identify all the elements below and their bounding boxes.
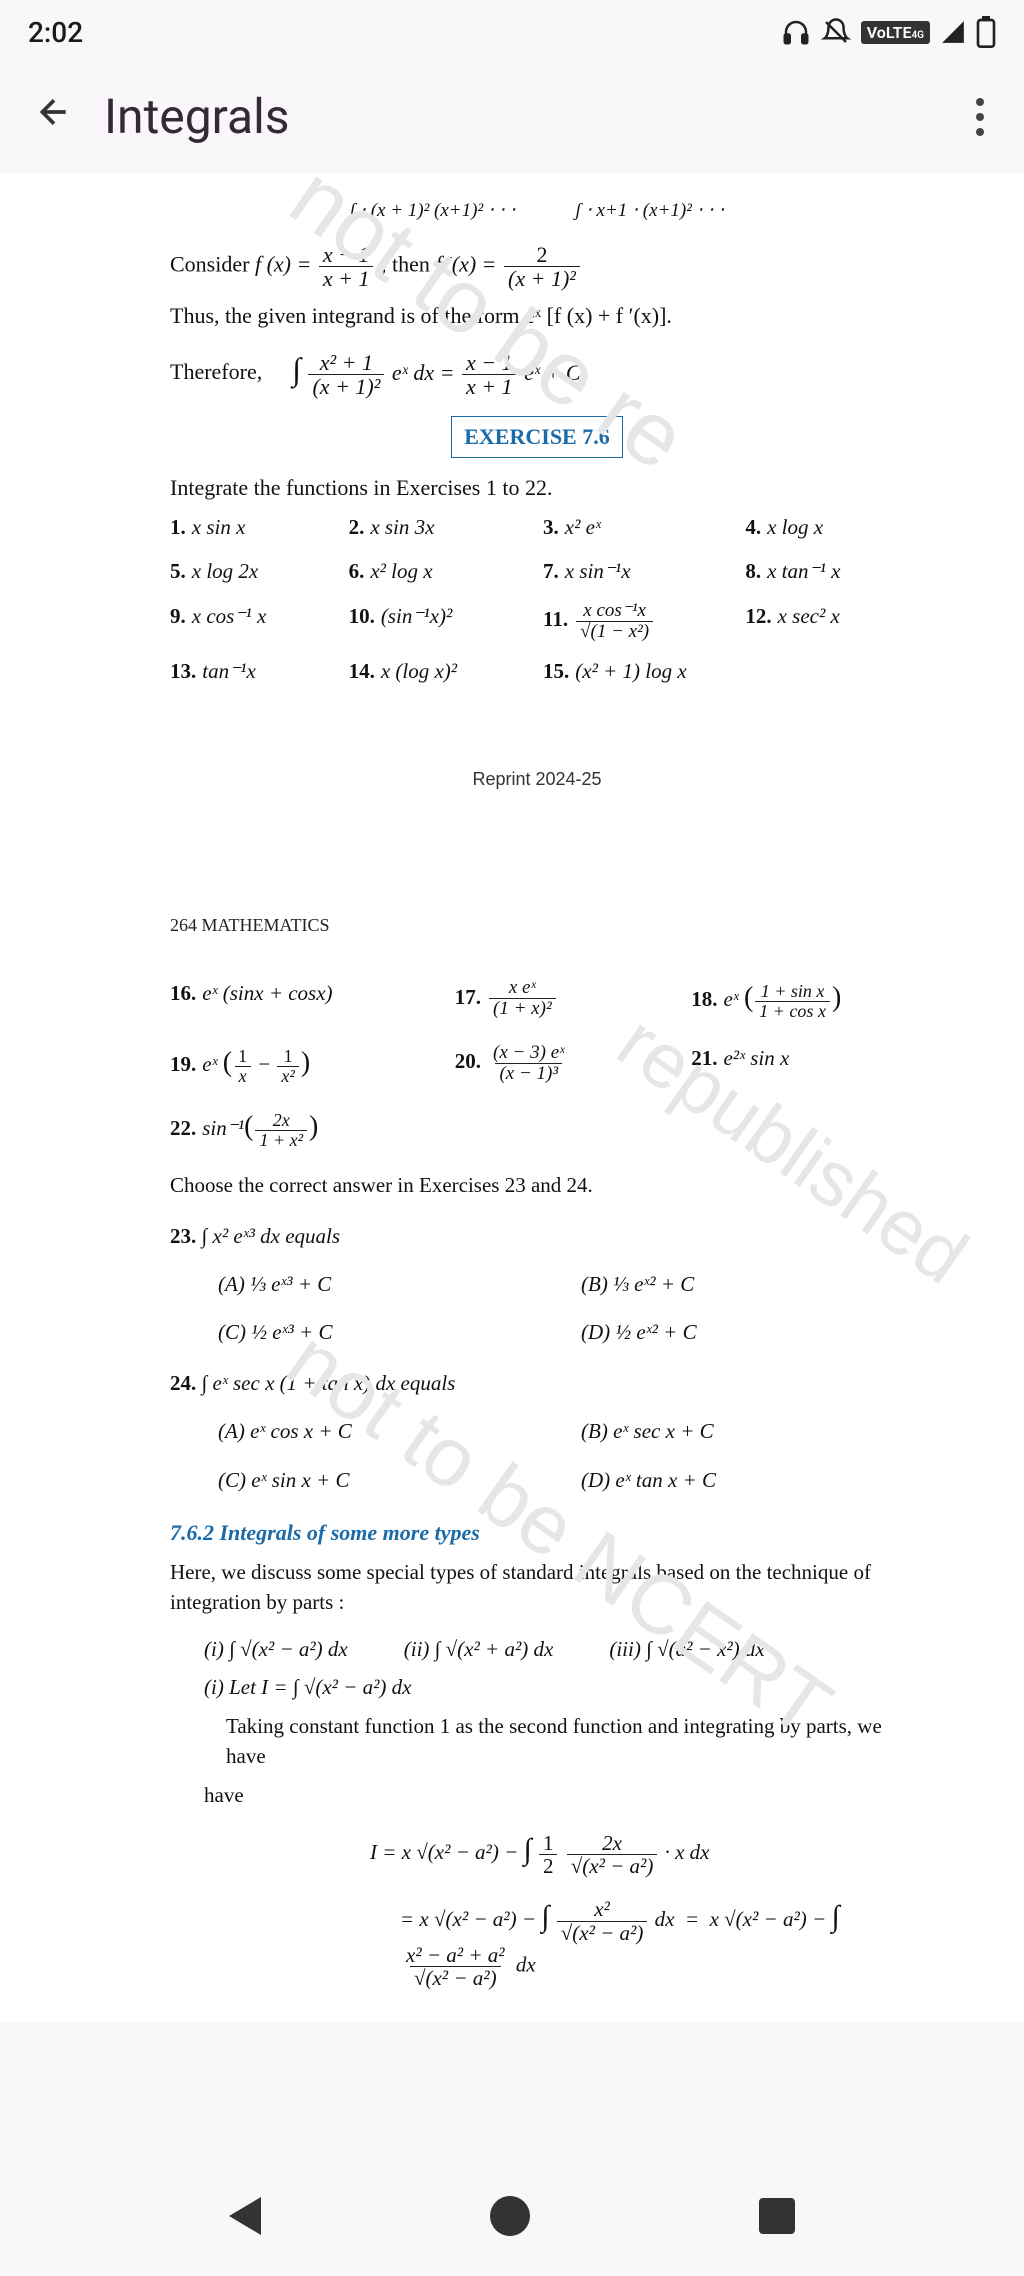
- volte-text: VoLTE: [867, 23, 912, 42]
- status-time: 2:02: [28, 16, 83, 49]
- choose-line: Choose the correct answer in Exercises 2…: [170, 1170, 904, 1200]
- txt: ∫ x² eˣ³ dx equals: [202, 1224, 341, 1248]
- have-line: have: [204, 1780, 904, 1810]
- let-line: (i) Let I = ∫ √(x² − a²) dx: [204, 1672, 904, 1702]
- thus-line: Thus, the given integrand is of the form…: [170, 300, 904, 332]
- roman-iii: (iii) ∫ √(a² − x²) dx: [609, 1634, 764, 1664]
- status-icons: VoLTE4G: [781, 16, 996, 48]
- txt: e²ˣ sin x: [723, 1046, 789, 1070]
- status-bar: 2:02 VoLTE4G: [0, 0, 1024, 60]
- txt: eˣ (sinx + cosx): [202, 981, 332, 1005]
- opt-a: (A) ⅓ eˣ³ + C: [218, 1269, 541, 1299]
- app-header: Integrals: [0, 60, 1024, 173]
- document-viewport[interactable]: not to be re ʃ ⋅ (x + 1)² (x+1)² ⋅ ⋅ ⋅ ʃ…: [0, 173, 1024, 2023]
- nav-back-button[interactable]: [229, 2197, 261, 2235]
- eq-right: ʃ ⋅ x+1 ⋅ (x+1)² ⋅ ⋅ ⋅: [576, 197, 725, 225]
- therefore-eq: ∫ x² + 1(x + 1)² eˣ dx = x − 1x + 1 eˣ +…: [292, 346, 580, 399]
- battery-icon: [976, 16, 996, 48]
- back-button[interactable]: [16, 91, 92, 143]
- page-title: Integrals: [104, 88, 960, 145]
- q23-options: (A) ⅓ eˣ³ + C (B) ⅓ eˣ² + C (C) ½ eˣ³ + …: [218, 1269, 904, 1348]
- headphones-icon: [781, 17, 811, 47]
- document-content: not to be re ʃ ⋅ (x + 1)² (x+1)² ⋅ ⋅ ⋅ ʃ…: [0, 173, 1024, 2023]
- txt: Consider: [170, 251, 255, 276]
- txt: , then: [381, 251, 435, 276]
- opt-b: (B) ⅓ eˣ² + C: [581, 1269, 904, 1299]
- exercise-list-2: 16.eˣ (sinx + cosx) 17.x eˣ(1 + x)² 18.e…: [170, 978, 904, 1150]
- roman-i: (i) ∫ √(x² − a²) dx: [204, 1634, 348, 1664]
- txt: Therefore,: [170, 356, 262, 388]
- volte-badge: VoLTE4G: [861, 21, 930, 44]
- txt: f (x) =: [255, 251, 317, 276]
- opt-c: (C) ½ eˣ³ + C: [218, 1317, 541, 1347]
- top-equation: ʃ ⋅ (x + 1)² (x+1)² ⋅ ⋅ ⋅ ʃ ⋅ x+1 ⋅ (x+1…: [170, 197, 904, 225]
- signal-icon: [940, 19, 966, 45]
- therefore-line: Therefore, ∫ x² + 1(x + 1)² eˣ dx = x − …: [170, 346, 904, 399]
- opt-d: (D) eˣ tan x + C: [581, 1465, 904, 1495]
- section-para: Here, we discuss some special types of s…: [170, 1557, 904, 1618]
- reprint-label: Reprint 2024-25: [170, 766, 904, 792]
- page-number-header: 264 MATHEMATICS: [170, 912, 904, 938]
- arrow-left-icon: [34, 92, 74, 132]
- txt: f ′(x) =: [435, 251, 502, 276]
- nav-home-button[interactable]: [490, 2196, 530, 2236]
- eq-left: ʃ ⋅ (x + 1)² (x+1)² ⋅ ⋅ ⋅: [350, 197, 516, 225]
- consider-line: Consider f (x) = x − 1x + 1 , then f ′(x…: [170, 243, 904, 290]
- more-menu-button[interactable]: [960, 98, 1000, 136]
- exercise-list-1: 1.x sin x 2.x sin 3x 3.x² eˣ 4.x log x 5…: [170, 512, 904, 686]
- section-heading: 7.6.2 Integrals of some more types: [170, 1517, 904, 1549]
- nav-recent-button[interactable]: [759, 2198, 795, 2234]
- opt-a: (A) eˣ cos x + C: [218, 1416, 541, 1446]
- opt-d: (D) ½ eˣ² + C: [581, 1317, 904, 1347]
- roman-list: (i) ∫ √(x² − a²) dx (ii) ∫ √(x² + a²) dx…: [204, 1634, 904, 1664]
- nav-bar: [0, 2156, 1024, 2276]
- q24-options: (A) eˣ cos x + C (B) eˣ sec x + C (C) eˣ…: [218, 1416, 904, 1495]
- eq-i2: = x √(x² − a²) − ∫ x²√(x² − a²) dx = x √…: [400, 1895, 904, 1989]
- q24: 24. ∫ eˣ sec x (1 + tan x) dx equals: [170, 1368, 904, 1398]
- bell-off-icon: [821, 17, 851, 47]
- taking-line: Taking constant function 1 as the second…: [226, 1711, 904, 1772]
- integrate-line: Integrate the functions in Exercises 1 t…: [170, 472, 904, 504]
- txt: ∫ eˣ sec x (1 + tan x) dx equals: [202, 1371, 456, 1395]
- txt: (i) Let I = ∫ √(x² − a²) dx: [204, 1675, 412, 1699]
- opt-b: (B) eˣ sec x + C: [581, 1416, 904, 1446]
- eq-i1: I = x √(x² − a²) − ∫ 12 2x√(x² − a²) · x…: [370, 1828, 904, 1877]
- exercise-box: EXERCISE 7.6: [451, 416, 622, 458]
- roman-ii: (ii) ∫ √(x² + a²) dx: [404, 1634, 554, 1664]
- q23: 23. ∫ x² eˣ³ dx equals: [170, 1221, 904, 1251]
- exercise-box-wrap: EXERCISE 7.6: [170, 398, 904, 472]
- opt-c: (C) eˣ sin x + C: [218, 1465, 541, 1495]
